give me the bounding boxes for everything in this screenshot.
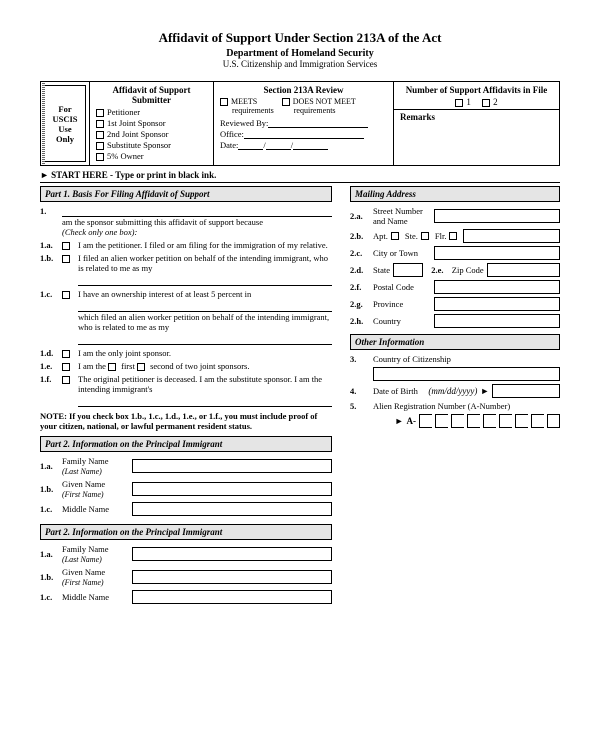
city-input[interactable] <box>434 246 560 260</box>
given-name-input[interactable] <box>132 482 332 496</box>
checkbox[interactable] <box>137 363 145 371</box>
left-column: Part 1. Basis For Filing Affidavit of Su… <box>40 186 332 606</box>
unit-input[interactable] <box>463 229 560 243</box>
checkbox[interactable] <box>421 232 429 240</box>
given-name-input[interactable] <box>132 570 332 584</box>
reviewed-by-line[interactable] <box>268 118 368 128</box>
relation-line[interactable] <box>78 275 332 286</box>
part2b-header: Part 2. Information on the Principal Imm… <box>40 524 332 540</box>
form-page: Affidavit of Support Under Section 213A … <box>0 0 600 637</box>
postal-input[interactable] <box>434 280 560 294</box>
form-title: Affidavit of Support Under Section 213A … <box>40 30 560 46</box>
citizenship-input[interactable] <box>373 367 560 381</box>
office-line[interactable] <box>244 129 364 139</box>
checkbox[interactable] <box>96 153 104 161</box>
checkbox[interactable] <box>62 255 70 263</box>
department: Department of Homeland Security <box>40 48 560 59</box>
checkbox[interactable] <box>391 232 399 240</box>
checkbox[interactable] <box>96 142 104 150</box>
family-name-input[interactable] <box>132 459 332 473</box>
checkbox[interactable] <box>108 363 116 371</box>
relation-line[interactable] <box>78 334 332 345</box>
uscis-label: For USCIS Use Only <box>44 85 86 162</box>
uscis-use-only-box: For USCIS Use Only Affidavit of Support … <box>40 81 560 166</box>
checkbox[interactable] <box>62 242 70 250</box>
family-name-input[interactable] <box>132 547 332 561</box>
zip-input[interactable] <box>487 263 560 277</box>
other-info-header: Other Information <box>350 334 560 350</box>
name-line[interactable] <box>62 206 332 217</box>
province-input[interactable] <box>434 297 560 311</box>
checkbox[interactable] <box>282 98 290 106</box>
affidavits-column: Number of Support Affidavits in File 1 2… <box>393 82 559 165</box>
checkbox[interactable] <box>62 363 70 371</box>
right-column: Mailing Address 2.a.Street Number and Na… <box>350 186 560 606</box>
checkbox[interactable] <box>96 120 104 128</box>
middle-name-input[interactable] <box>132 502 332 516</box>
checkbox[interactable] <box>96 131 104 139</box>
checkbox[interactable] <box>62 291 70 299</box>
checkbox[interactable] <box>62 350 70 358</box>
relation-line[interactable] <box>78 396 332 407</box>
checkbox[interactable] <box>220 98 228 106</box>
note: NOTE: If you check box 1.b., 1.c., 1.d.,… <box>40 411 332 431</box>
dob-input[interactable] <box>492 384 560 398</box>
service: U.S. Citizenship and Immigration Service… <box>40 59 560 69</box>
checkbox[interactable] <box>455 99 463 107</box>
start-here: ► START HERE - Type or print in black in… <box>40 170 560 183</box>
street-input[interactable] <box>434 209 560 223</box>
state-input[interactable] <box>393 263 423 277</box>
checkbox[interactable] <box>482 99 490 107</box>
company-line[interactable] <box>78 301 332 312</box>
checkbox[interactable] <box>62 376 70 384</box>
a-number-digit[interactable] <box>419 414 432 428</box>
part2-header: Part 2. Information on the Principal Imm… <box>40 436 332 452</box>
review-column: Section 213A Review MEETSrequirements DO… <box>213 82 393 165</box>
checkbox[interactable] <box>449 232 457 240</box>
checkbox[interactable] <box>96 109 104 117</box>
mailing-header: Mailing Address <box>350 186 560 202</box>
submitter-column: Affidavit of Support Submitter Petitione… <box>89 82 213 165</box>
form-header: Affidavit of Support Under Section 213A … <box>40 30 560 69</box>
middle-name-input[interactable] <box>132 590 332 604</box>
part1-header: Part 1. Basis For Filing Affidavit of Su… <box>40 186 332 202</box>
country-input[interactable] <box>434 314 560 328</box>
